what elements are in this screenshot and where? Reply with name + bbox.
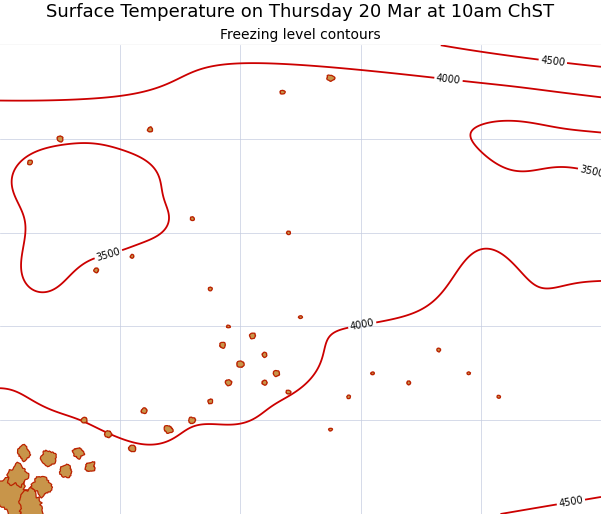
Polygon shape [237,361,244,368]
Text: 4000: 4000 [436,73,461,86]
Polygon shape [497,395,501,398]
Polygon shape [189,417,196,424]
Text: 3500: 3500 [95,246,121,263]
Polygon shape [191,217,194,221]
Polygon shape [81,417,87,423]
Polygon shape [147,127,153,132]
Polygon shape [227,325,230,328]
Polygon shape [130,254,134,259]
Polygon shape [273,371,279,377]
Polygon shape [0,474,34,514]
Polygon shape [347,395,350,399]
Polygon shape [437,348,441,352]
Polygon shape [220,342,225,348]
Polygon shape [371,372,374,375]
Polygon shape [262,352,267,358]
Polygon shape [141,408,147,414]
Polygon shape [287,231,290,234]
Polygon shape [225,380,232,386]
Polygon shape [327,75,335,81]
Polygon shape [85,462,95,471]
Text: Freezing level contours: Freezing level contours [220,28,381,42]
Polygon shape [30,476,52,498]
Polygon shape [59,464,72,478]
Polygon shape [72,448,85,459]
Polygon shape [164,426,173,433]
Polygon shape [329,428,332,431]
Text: 3500: 3500 [579,164,601,179]
Polygon shape [208,399,213,404]
Polygon shape [57,136,63,142]
Polygon shape [40,450,56,467]
Text: 4500: 4500 [540,55,566,68]
Text: 4000: 4000 [349,318,375,332]
Text: Surface Temperature on Thursday 20 Mar at 10am ChST: Surface Temperature on Thursday 20 Mar a… [46,3,555,21]
Text: 4500: 4500 [558,495,584,509]
Polygon shape [17,445,31,462]
Polygon shape [262,380,267,386]
Polygon shape [286,390,291,394]
Polygon shape [129,445,136,452]
Polygon shape [280,90,285,94]
Polygon shape [7,462,29,487]
Polygon shape [407,381,410,385]
Polygon shape [249,333,255,339]
Polygon shape [299,316,302,319]
Polygon shape [209,287,212,291]
Polygon shape [94,268,99,273]
Polygon shape [19,487,44,514]
Polygon shape [105,431,112,438]
Polygon shape [28,160,32,165]
Polygon shape [467,372,471,375]
